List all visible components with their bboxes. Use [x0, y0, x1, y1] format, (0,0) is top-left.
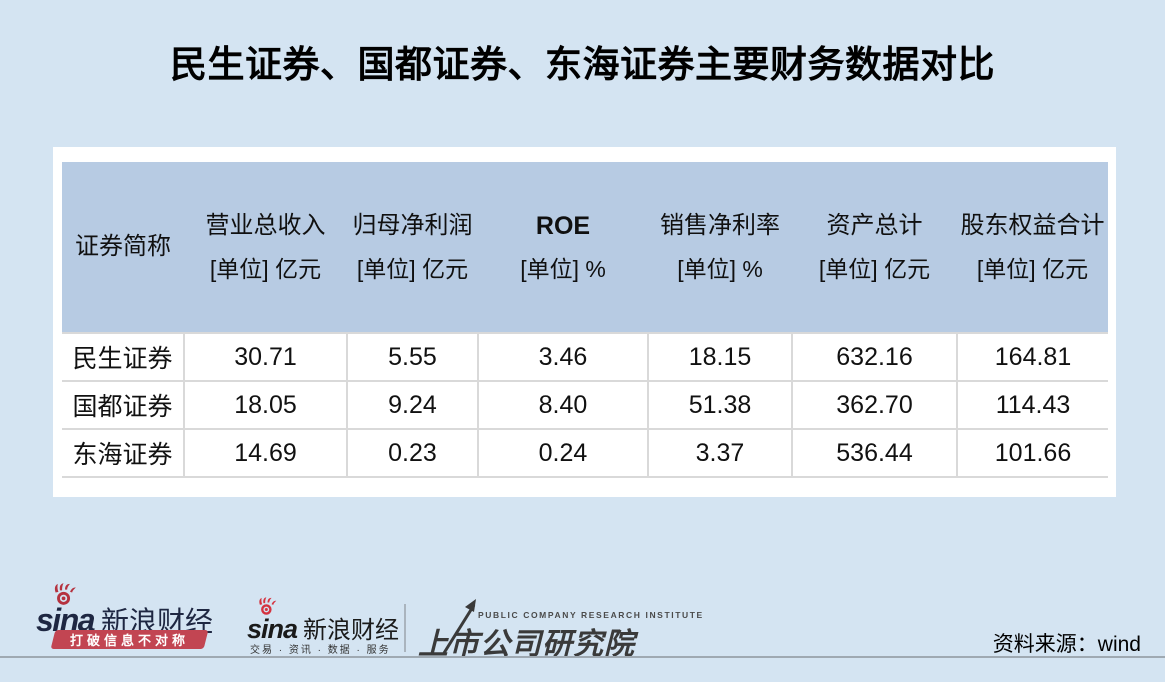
table-card: 证券简称 营业总收入 [单位] 亿元 归母净利润 [单位] 亿元 ROE [单位… — [53, 147, 1116, 497]
col-unit: [单位] 亿元 — [209, 255, 322, 282]
sina-eye-icon — [257, 597, 278, 620]
cell: 18.05 — [183, 380, 347, 429]
cell: 5.55 — [346, 332, 478, 381]
financial-comparison-table: 证券简称 营业总收入 [单位] 亿元 归母净利润 [单位] 亿元 ROE [单位… — [62, 162, 1108, 478]
cell-highlight-red: 101.66 — [956, 428, 1108, 478]
institute-name-en: PUBLIC COMPANY RESEARCH INSTITUTE — [478, 610, 704, 620]
col-title: 销售净利率 — [660, 211, 780, 239]
cell: 8.40 — [477, 380, 648, 429]
col-title: 证券简称 — [75, 233, 171, 260]
row-label: 东海证券 — [62, 428, 184, 478]
col-unit: [单位] % — [520, 255, 606, 282]
table-row-guodu: 国都证券 18.05 9.24 8.40 51.38 362.70 114.43 — [62, 380, 1108, 429]
cell: 30.71 — [183, 332, 347, 381]
col-header-name: 证券简称 — [62, 162, 184, 333]
footer-divider — [404, 604, 406, 652]
cell: 632.16 — [791, 332, 957, 381]
col-title: 营业总收入 — [205, 211, 326, 239]
col-header-revenue: 营业总收入 [单位] 亿元 — [184, 162, 347, 333]
col-unit: [单位] 亿元 — [356, 255, 469, 282]
col-header-net-profit: 归母净利润 [单位] 亿元 — [347, 162, 478, 333]
col-header-equity: 股东权益合计 [单位] 亿元 — [957, 162, 1108, 333]
table-row-donghai: 东海证券 14.69 0.23 0.24 3.37 536.44 101.66 — [62, 428, 1108, 478]
cell: 3.46 — [477, 332, 648, 381]
cell-highlight-yellow: 0.24 — [477, 428, 648, 478]
table-row-minsheng: 民生证券 30.71 5.55 3.46 18.15 632.16 164.81 — [62, 332, 1108, 381]
data-source-note: 资料来源：wind — [992, 633, 1141, 656]
col-unit: [单位] 亿元 — [976, 255, 1089, 282]
row-label: 民生证券 — [62, 332, 184, 381]
sina-eye-icon — [52, 583, 78, 610]
page-title: 民生证券、国都证券、东海证券主要财务数据对比 — [170, 44, 995, 85]
col-title: 股东权益合计 — [960, 211, 1105, 239]
col-header-total-assets: 资产总计 [单位] 亿元 — [792, 162, 957, 333]
cell: 9.24 — [346, 380, 478, 429]
sina-slogan-ribbon: 打破信息不对称 — [50, 630, 209, 649]
col-header-roe: ROE [单位] % — [478, 162, 648, 333]
cell: 164.81 — [956, 332, 1108, 381]
cell: 51.38 — [647, 380, 792, 429]
cell-highlight-yellow: 0.23 — [346, 428, 478, 478]
sina-wordmark: sina 新浪财经 — [247, 610, 399, 645]
table-header: 证券简称 营业总收入 [单位] 亿元 归母净利润 [单位] 亿元 ROE [单位… — [62, 162, 1108, 333]
sina-slogan-text: 打破信息不对称 — [69, 633, 189, 648]
table-body: 民生证券 30.71 5.55 3.46 18.15 632.16 164.81… — [62, 332, 1108, 478]
sina-brand-text: sina — [247, 614, 298, 644]
cell: 114.43 — [956, 380, 1108, 429]
footer-rule — [0, 656, 1165, 658]
sina-services-tagline: 交易 · 资讯 · 数据 · 服务 — [250, 645, 391, 656]
col-unit: [单位] % — [677, 255, 763, 282]
col-title: ROE — [535, 211, 591, 240]
col-title: 资产总计 — [826, 211, 923, 239]
cell: 536.44 — [791, 428, 957, 478]
col-unit: [单位] 亿元 — [818, 255, 931, 282]
header-row: 证券简称 营业总收入 [单位] 亿元 归母净利润 [单位] 亿元 ROE [单位… — [62, 162, 1108, 333]
cell-highlight-yellow: 3.37 — [647, 428, 792, 478]
cell-highlight-red: 14.69 — [183, 428, 347, 478]
up-arrow-icon — [434, 595, 484, 662]
col-title: 归母净利润 — [352, 211, 473, 239]
sina-finance-cn-text: 新浪财经 — [303, 617, 400, 644]
row-label: 国都证券 — [62, 380, 184, 429]
institute-name-cn: 上市公司研究院 — [418, 628, 635, 661]
col-header-net-margin: 销售净利率 [单位] % — [648, 162, 792, 333]
cell: 18.15 — [647, 332, 792, 381]
cell-highlight-red: 362.70 — [791, 380, 957, 429]
